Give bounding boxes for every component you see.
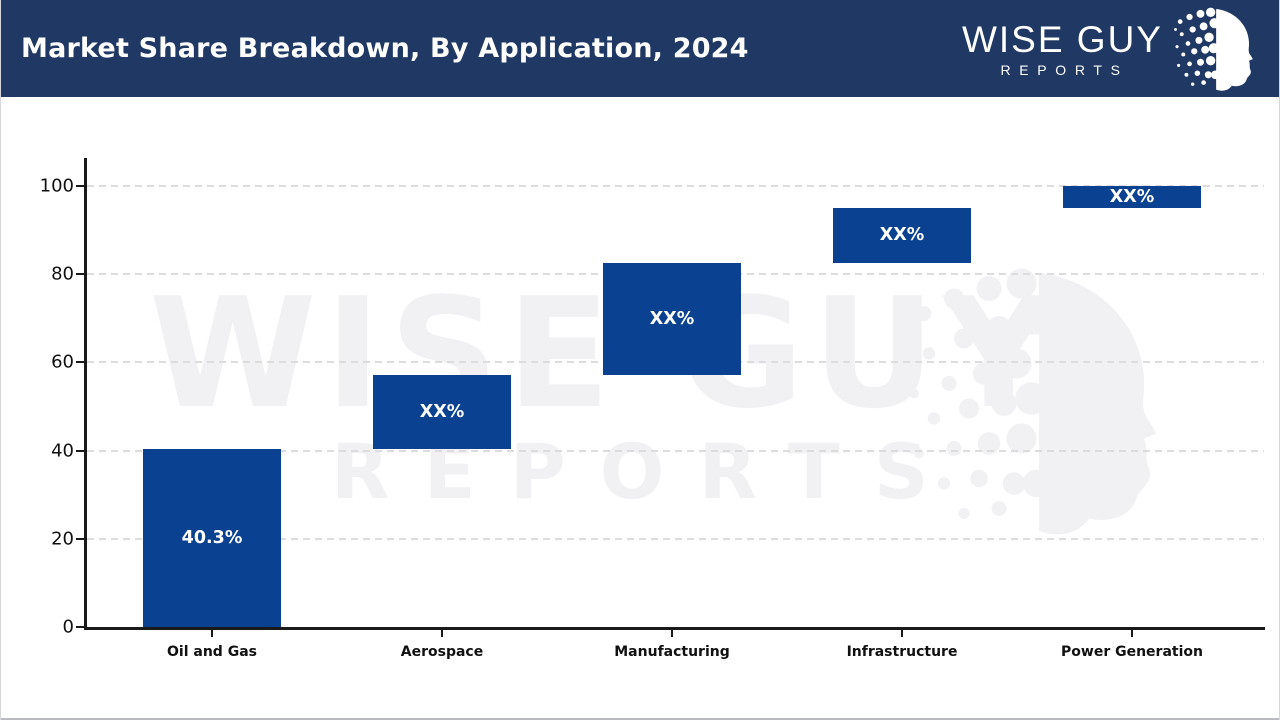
y-tick-label: 80 — [51, 263, 74, 285]
x-axis-tick — [1131, 629, 1133, 637]
x-axis-tick — [441, 629, 443, 637]
x-axis-label: Oil and Gas — [167, 644, 257, 660]
y-axis-tick — [76, 273, 84, 276]
y-axis-tick — [76, 537, 84, 540]
chart-title: Market Share Breakdown, By Application, … — [21, 33, 749, 64]
page-bottom-border — [1, 718, 1279, 720]
y-axis-tick — [76, 449, 84, 452]
logo-wordmark: WISE GUY — [961, 18, 1163, 60]
x-axis-tick — [901, 629, 903, 637]
y-gridline — [87, 537, 1264, 540]
bar-value-label: 40.3% — [181, 528, 243, 549]
bar-value-label: XX% — [419, 402, 465, 423]
report-header: Market Share Breakdown, By Application, … — [1, 0, 1279, 97]
y-tick-label: 40 — [51, 440, 74, 462]
bar-segment: XX% — [603, 262, 741, 376]
x-axis-label: Aerospace — [400, 644, 484, 660]
chart-area: WISE GUY REPORTS 40.3% XX% XX% XX% XX% 0 20 40 6… — [1, 97, 1279, 718]
y-tick-label: 100 — [39, 175, 74, 197]
logo-subtitle: REPORTS — [1000, 61, 1129, 78]
x-axis-tick — [671, 629, 673, 637]
y-axis-tick — [76, 626, 84, 628]
x-axis-label: Power Generation — [1061, 644, 1203, 660]
x-axis-spine — [84, 627, 1265, 630]
bar-value-label: XX% — [879, 225, 925, 246]
x-axis-label: Infrastructure — [846, 644, 958, 660]
bar-segment: 40.3% — [143, 449, 281, 627]
y-gridline — [87, 185, 1264, 187]
x-axis-tick — [211, 629, 213, 637]
y-tick-label: 0 — [62, 616, 74, 638]
bar-value-label: XX% — [649, 308, 695, 329]
bar-segment: XX% — [373, 375, 511, 450]
y-gridline — [87, 449, 1264, 452]
bar-value-label: XX% — [1109, 187, 1155, 208]
y-axis-tick — [76, 185, 84, 187]
wiseguy-face-icon — [1174, 7, 1253, 91]
y-axis-tick — [76, 361, 84, 364]
wiseguy-logo: WISE GUY REPORTS — [962, 6, 1261, 92]
bar-segment: XX% — [833, 208, 971, 263]
bar-segment: XX% — [1063, 186, 1201, 209]
x-axis-label: Manufacturing — [614, 644, 730, 660]
y-tick-label: 20 — [51, 528, 74, 550]
y-tick-label: 60 — [51, 351, 74, 373]
watermark-face-icon — [904, 268, 1157, 535]
y-axis-spine — [84, 158, 87, 629]
